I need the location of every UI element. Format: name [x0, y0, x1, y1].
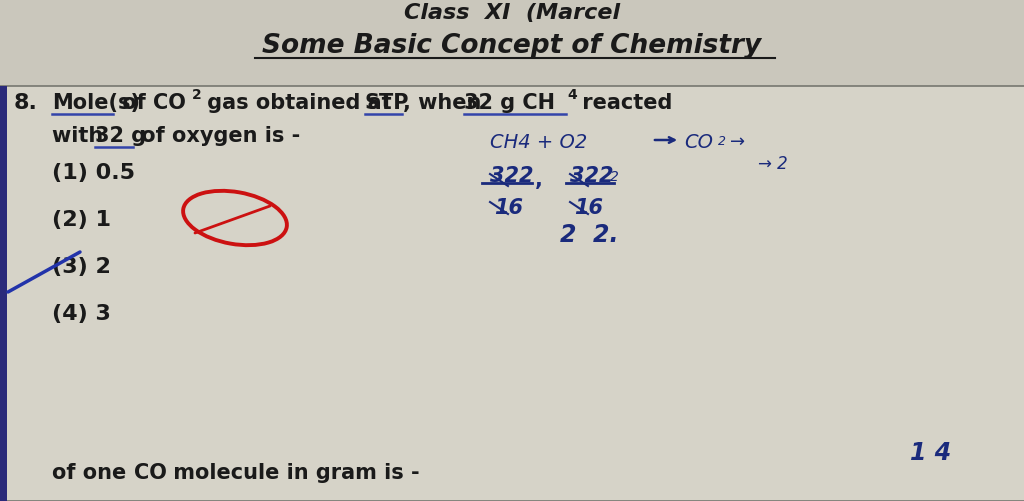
- Text: 32 g CH: 32 g CH: [464, 93, 555, 113]
- Text: 2: 2: [193, 88, 202, 102]
- Text: of CO: of CO: [115, 93, 186, 113]
- Text: ,: ,: [535, 170, 543, 190]
- Text: 2: 2: [718, 135, 726, 148]
- Text: 16: 16: [574, 198, 603, 218]
- Text: 32 g: 32 g: [95, 126, 146, 146]
- FancyBboxPatch shape: [0, 86, 7, 501]
- Text: (3) 2: (3) 2: [52, 257, 111, 277]
- Text: 2: 2: [610, 170, 618, 184]
- Text: , when: , when: [403, 93, 488, 113]
- Text: (1) 0.5: (1) 0.5: [52, 163, 135, 183]
- Text: 8.: 8.: [14, 93, 38, 113]
- Text: 322: 322: [570, 166, 613, 186]
- Text: 4: 4: [567, 88, 577, 102]
- Text: Class  XI  (Marcel: Class XI (Marcel: [403, 3, 621, 23]
- Text: 2  2.: 2 2.: [560, 223, 618, 247]
- Text: CH4 + O2: CH4 + O2: [490, 133, 587, 152]
- Text: 1 4: 1 4: [910, 441, 951, 465]
- Text: (4) 3: (4) 3: [52, 304, 111, 324]
- Text: CO: CO: [684, 133, 713, 152]
- Text: (2) 1: (2) 1: [52, 210, 111, 230]
- Text: of oxygen is -: of oxygen is -: [134, 126, 300, 146]
- FancyBboxPatch shape: [0, 0, 1024, 86]
- Text: gas obtained at: gas obtained at: [200, 93, 399, 113]
- Text: STP: STP: [365, 93, 410, 113]
- Text: CO: CO: [134, 463, 167, 483]
- Text: →: →: [730, 133, 745, 151]
- Text: of one: of one: [52, 463, 133, 483]
- Text: reacted: reacted: [575, 93, 673, 113]
- Text: 322: 322: [490, 166, 534, 186]
- Text: Mole(s): Mole(s): [52, 93, 140, 113]
- Text: molecule in gram is -: molecule in gram is -: [166, 463, 420, 483]
- Text: → 2: → 2: [758, 155, 787, 173]
- Text: with: with: [52, 126, 111, 146]
- Text: 16: 16: [494, 198, 523, 218]
- Text: Some Basic Concept of Chemistry: Some Basic Concept of Chemistry: [262, 33, 762, 59]
